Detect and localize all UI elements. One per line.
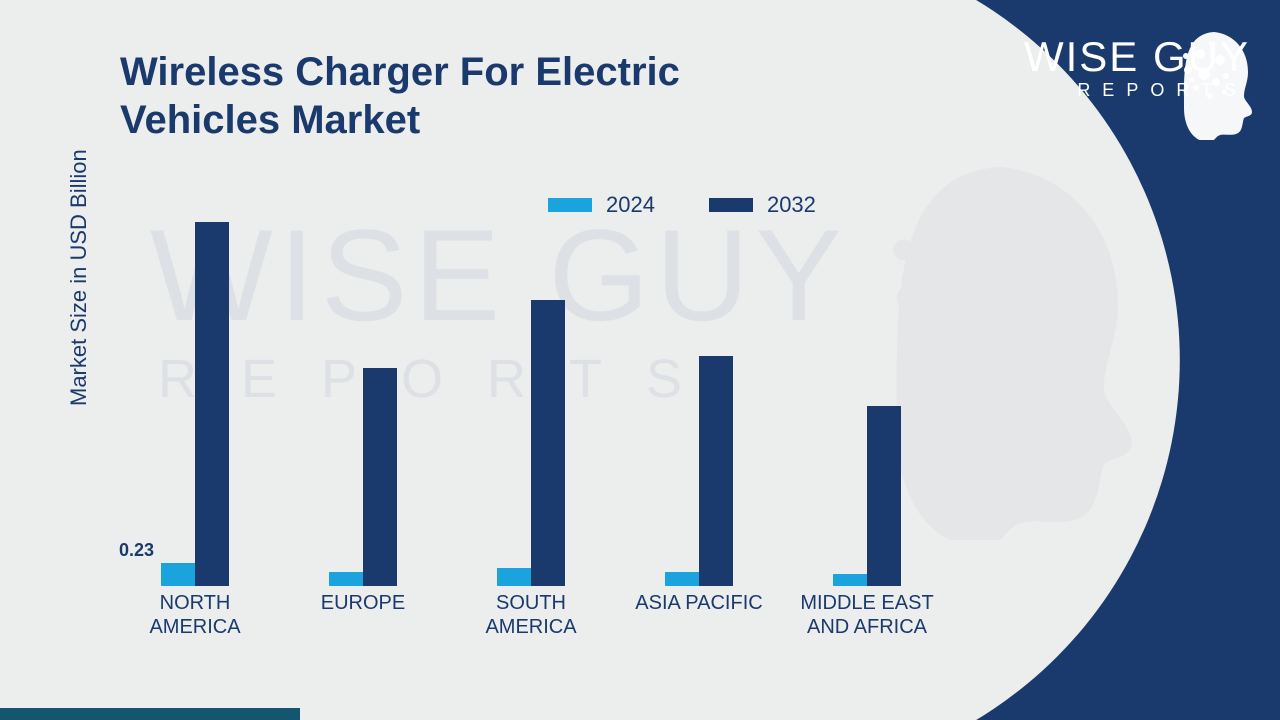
bar-group: MIDDLE EAST AND AFRICA: [812, 406, 922, 586]
x-axis-label: SOUTH AMERICA: [461, 586, 601, 639]
bar-2032: [195, 222, 229, 586]
chart-card: Wireless Charger For Electric Vehicles M…: [0, 0, 1280, 720]
bar-2024: [161, 563, 195, 586]
legend-item: 2032: [709, 192, 816, 218]
bar-group: SOUTH AMERICA: [476, 300, 586, 586]
bar-group: 0.23NORTH AMERICA: [140, 222, 250, 586]
legend-swatch: [709, 198, 753, 212]
bar-2032: [531, 300, 565, 586]
brand-logo: WISE GUY REPORTS: [1024, 36, 1250, 101]
bar-2032: [699, 356, 733, 586]
bar-value-label: 0.23: [119, 540, 154, 561]
bar-2024: [497, 568, 531, 586]
bar-2024: [833, 574, 867, 586]
x-axis-label: NORTH AMERICA: [125, 586, 265, 639]
y-axis-label: Market Size in USD Billion: [66, 149, 92, 406]
bar-2024: [329, 572, 363, 586]
legend-swatch: [548, 198, 592, 212]
bar-group: ASIA PACIFIC: [644, 356, 754, 586]
bar-2024: [665, 572, 699, 586]
bar-group: EUROPE: [308, 368, 418, 586]
chart-title: Wireless Charger For Electric Vehicles M…: [120, 48, 820, 144]
plot-area: 0.23NORTH AMERICA EUROPE SOUTH AMERICA ASIA…: [110, 216, 930, 586]
bottom-accent-strip: [0, 708, 300, 720]
x-axis-label: EUROPE: [293, 586, 433, 616]
bar-2032: [867, 406, 901, 586]
head-silhouette-icon: [1166, 30, 1256, 140]
legend: 2024 2032: [548, 192, 816, 218]
x-axis-label: ASIA PACIFIC: [629, 586, 769, 616]
legend-label: 2032: [767, 192, 816, 218]
bar-2032: [363, 368, 397, 586]
x-axis-label: MIDDLE EAST AND AFRICA: [797, 586, 937, 639]
legend-item: 2024: [548, 192, 655, 218]
legend-label: 2024: [606, 192, 655, 218]
